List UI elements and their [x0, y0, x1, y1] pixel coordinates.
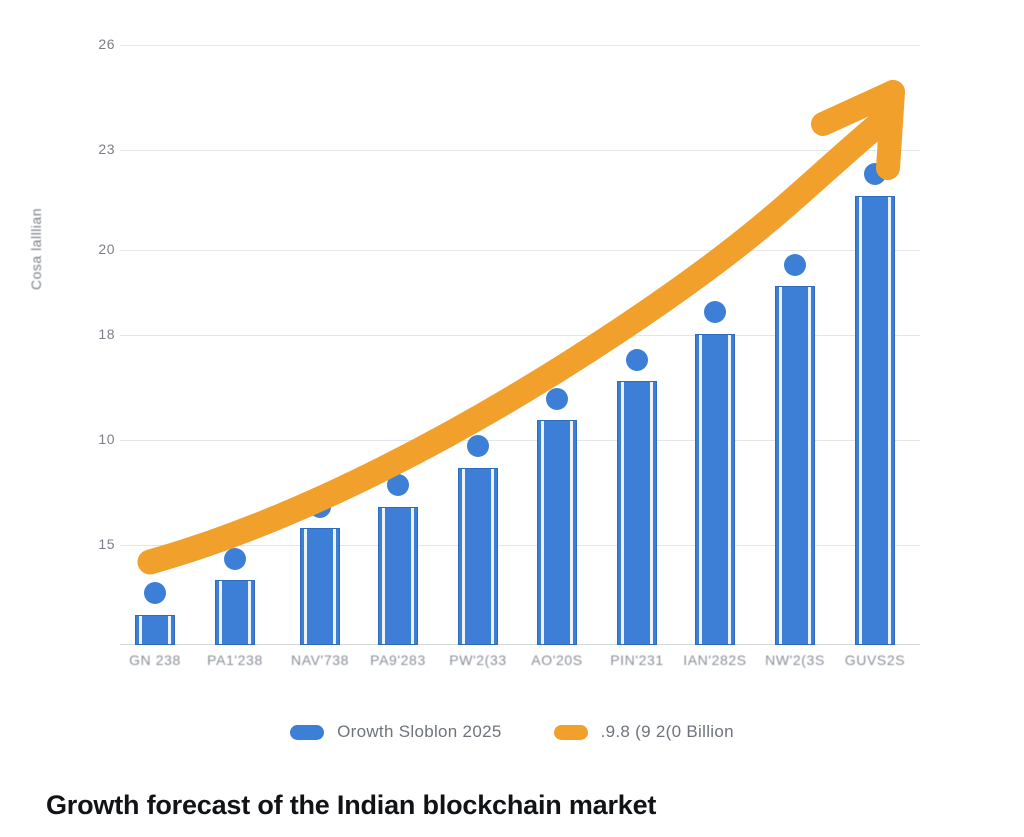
bar: [775, 286, 815, 645]
x-axis-line: [120, 644, 920, 645]
dot-marker: [784, 253, 806, 276]
legend-swatch-icon: [553, 724, 588, 740]
legend-swatch-icon: [290, 724, 325, 740]
dot-marker: [546, 387, 568, 410]
chart-card: Cosa lalllian 26 23 20 18 10 15: [0, 36, 1024, 742]
bar: [855, 195, 895, 645]
dot-marker: [626, 348, 648, 371]
legend-label: .9.8 (9 2(0 Billion: [600, 722, 734, 741]
y-tick-label: 26: [98, 36, 115, 52]
plot-area: [120, 40, 920, 645]
y-tick-label: 20: [98, 241, 115, 257]
dot-marker: [467, 435, 489, 458]
legend-label: Orowth Sloblon 2025: [337, 722, 502, 741]
bar: [378, 506, 418, 645]
legend-item-trend[interactable]: .9.8 (9 2(0 Billion: [553, 722, 734, 742]
gridline: [120, 45, 920, 46]
dot-marker: [864, 162, 886, 185]
gridline: [120, 150, 920, 151]
bar: [135, 614, 175, 645]
dot-marker: [704, 301, 726, 324]
x-tick-label: GN 238: [129, 652, 181, 668]
x-tick-label: PA9'283: [370, 652, 426, 668]
x-tick-label: NW'2(3S: [765, 652, 825, 668]
x-axis-tick-labels: GN 238 PA1'238 NAV'738 PA9'283 PW'2(33 AO'20S…: [120, 652, 920, 682]
y-tick-label: 15: [98, 536, 115, 552]
x-tick-label: NAV'738: [291, 652, 349, 668]
x-tick-label: IAN'282S: [683, 652, 747, 668]
y-tick-label: 18: [98, 326, 115, 342]
bar: [300, 528, 340, 645]
legend-item-bars[interactable]: Orowth Sloblon 2025: [290, 722, 501, 742]
x-tick-label: AO'20S: [531, 652, 583, 668]
y-axis-tick-labels: 26 23 20 18 10 15: [55, 36, 115, 645]
x-tick-label: PW'2(33: [449, 652, 507, 668]
x-tick-label: PA1'238: [207, 652, 263, 668]
dot-marker: [309, 495, 331, 518]
y-axis-title: Cosa lalllian: [28, 208, 44, 290]
bar: [458, 467, 498, 645]
gridline: [120, 250, 920, 251]
bar: [617, 381, 657, 645]
chart-legend: Orowth Sloblon 2025 .9.8 (9 2(0 Billion: [0, 722, 1024, 742]
x-tick-label: PIN'231: [610, 652, 664, 668]
chart-caption: Growth forecast of the Indian blockchain…: [46, 790, 657, 820]
x-tick-label: GUVS2S: [844, 652, 906, 668]
bar: [215, 580, 255, 645]
y-tick-label: 10: [98, 431, 115, 447]
bar: [695, 333, 735, 645]
y-tick-label: 23: [98, 141, 115, 157]
dot-marker: [387, 474, 409, 497]
bar: [537, 420, 577, 645]
dot-marker: [144, 582, 166, 605]
dot-marker: [224, 547, 246, 570]
